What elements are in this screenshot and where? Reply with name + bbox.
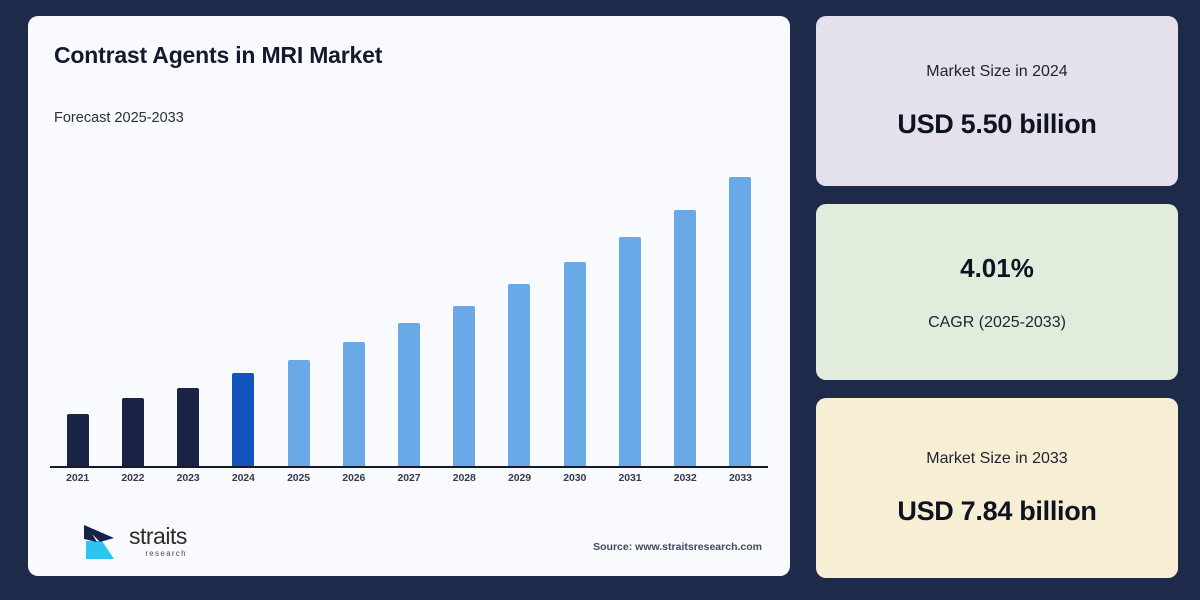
logo-subword: research <box>145 548 187 558</box>
x-label-2028: 2028 <box>452 472 476 484</box>
bar-slot <box>547 146 602 466</box>
bar-slot <box>381 146 436 466</box>
bar-2024 <box>232 373 255 466</box>
x-label-2024: 2024 <box>231 472 255 484</box>
bar-2027 <box>398 323 421 466</box>
card-value: USD 5.50 billion <box>897 108 1097 139</box>
x-label-2030: 2030 <box>563 472 587 484</box>
source-attribution: Source: www.straitsresearch.com <box>593 541 762 553</box>
bar-2023 <box>177 388 200 466</box>
x-label-2027: 2027 <box>397 472 421 484</box>
x-axis-labels: 2021 2022 2023 2024 2025 2026 2027 2028 2029 2030… <box>50 472 768 484</box>
x-label-2021: 2021 <box>66 472 90 484</box>
x-label-2032: 2032 <box>673 472 697 484</box>
bar-2032 <box>674 210 697 466</box>
x-axis-line <box>50 466 768 468</box>
bar-slot <box>50 146 105 466</box>
bar-2028 <box>453 306 476 466</box>
bar-series <box>50 146 768 466</box>
bar-2031 <box>618 237 641 466</box>
stat-cards: Market Size in 2024 USD 5.50 billion 4.0… <box>816 16 1178 578</box>
logo-wordmark: straits research <box>129 522 187 558</box>
bar-slot <box>713 146 768 466</box>
chart-panel: Contrast Agents in MRI Market Forecast 2… <box>28 16 790 576</box>
bar-2025 <box>287 360 310 466</box>
bar-slot <box>326 146 381 466</box>
bar-chart-plot <box>50 146 768 468</box>
bar-slot <box>160 146 215 466</box>
bar-slot <box>492 146 547 466</box>
straits-research-logo: straits research <box>80 521 187 561</box>
bar-2033 <box>729 177 752 466</box>
x-label-2033: 2033 <box>728 472 752 484</box>
card-label: Market Size in 2024 <box>926 62 1068 80</box>
x-label-2025: 2025 <box>287 472 311 484</box>
bar-2029 <box>508 284 531 466</box>
x-label-2026: 2026 <box>342 472 366 484</box>
card-label: CAGR (2025-2033) <box>928 313 1066 331</box>
logo-word: straits <box>129 522 187 549</box>
card-value: USD 7.84 billion <box>897 495 1097 526</box>
bar-slot <box>216 146 271 466</box>
card-label: Market Size in 2033 <box>926 449 1068 467</box>
x-label-2022: 2022 <box>121 472 145 484</box>
bar-2030 <box>563 262 586 466</box>
bar-slot <box>437 146 492 466</box>
bar-slot <box>271 146 326 466</box>
page-title: Contrast Agents in MRI Market <box>54 42 383 68</box>
x-label-2029: 2029 <box>508 472 531 484</box>
stat-card-market-size-2033: Market Size in 2033 USD 7.84 billion <box>816 398 1178 578</box>
card-value: 4.01% <box>960 252 1034 283</box>
x-label-2031: 2031 <box>618 472 642 484</box>
straits-logo-mark-icon <box>80 521 122 561</box>
bar-slot <box>658 146 713 466</box>
stat-card-cagr: 4.01% CAGR (2025-2033) <box>816 204 1178 381</box>
chart-subtitle: Forecast 2025-2033 <box>54 110 184 126</box>
stat-card-market-size-2024: Market Size in 2024 USD 5.50 billion <box>816 16 1178 187</box>
x-label-2023: 2023 <box>176 472 200 484</box>
bar-slot <box>602 146 657 466</box>
bar-2021 <box>66 414 89 466</box>
bar-slot <box>105 146 160 466</box>
bar-2026 <box>342 342 365 466</box>
bar-2022 <box>121 398 144 466</box>
